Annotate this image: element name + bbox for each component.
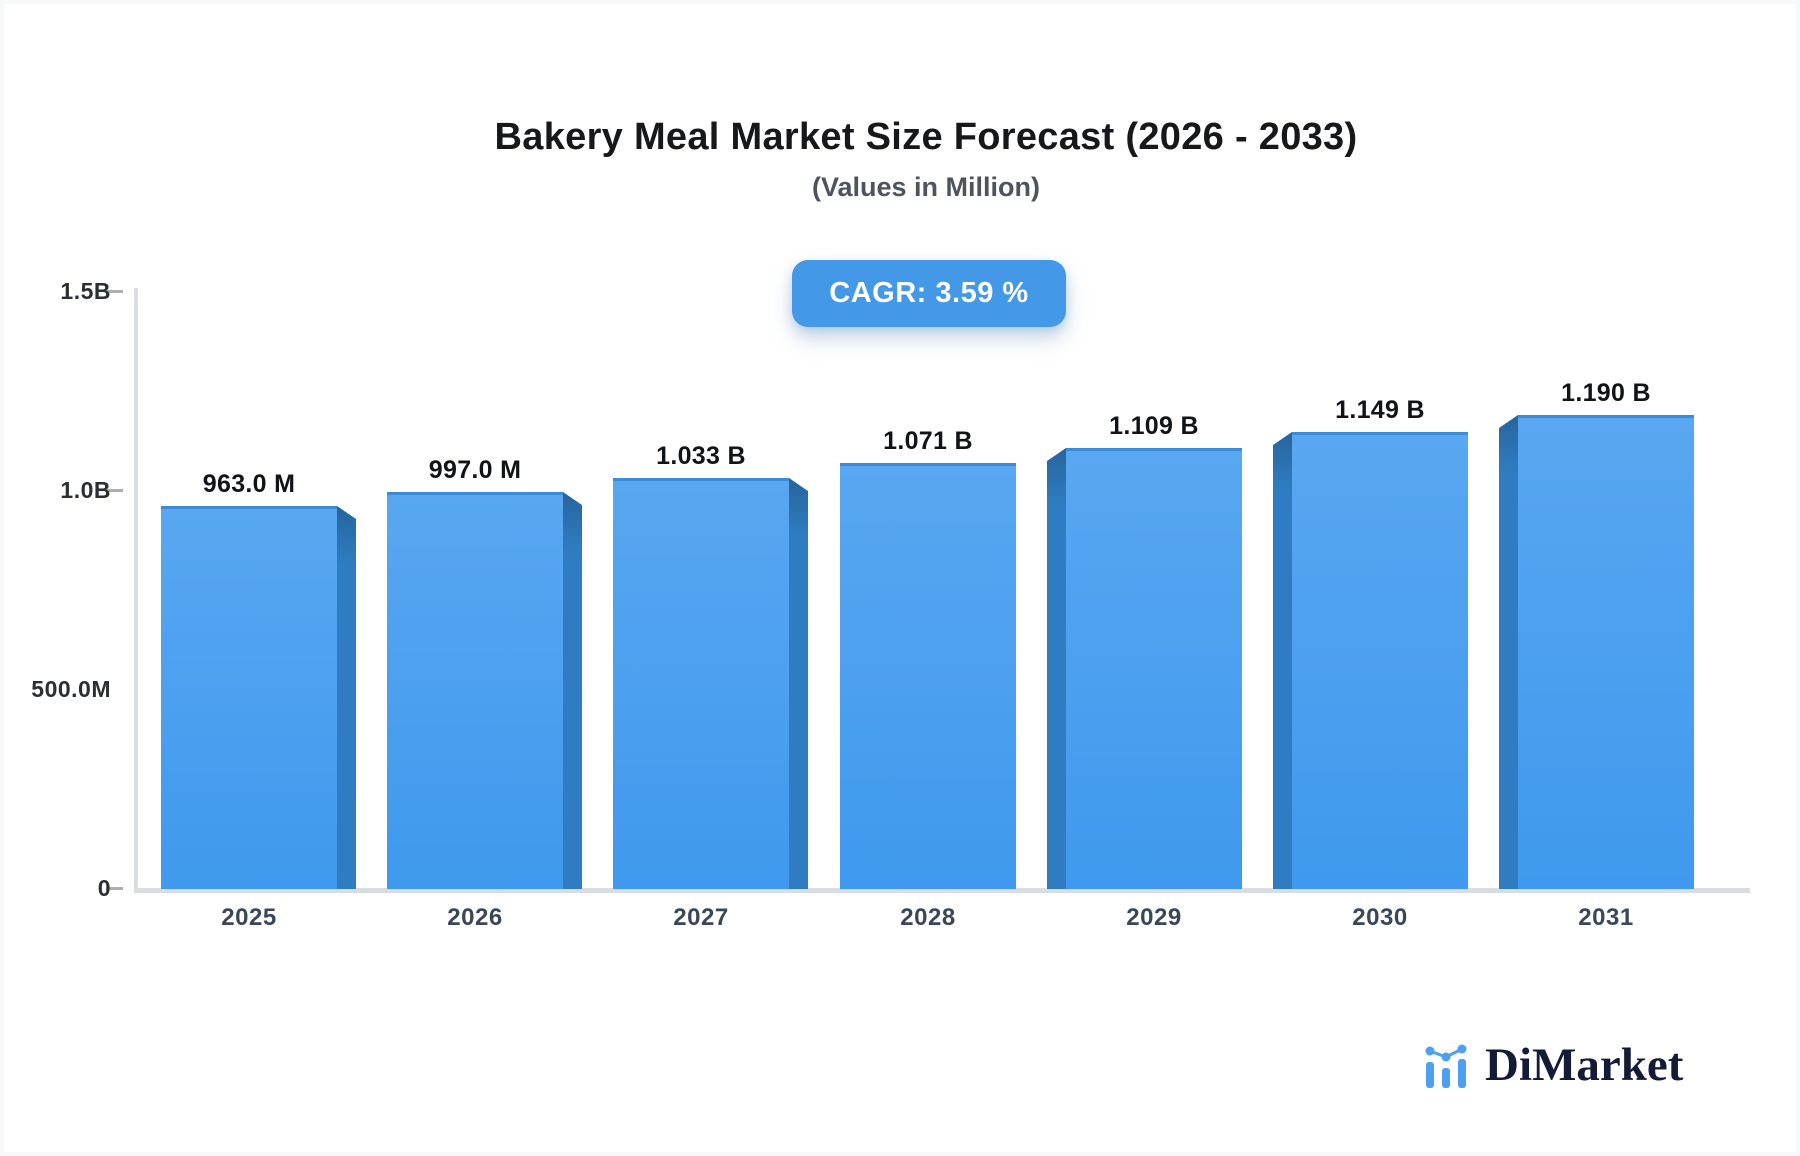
y-tick-dash: [106, 290, 123, 293]
bar-value-label: 1.033 B: [656, 442, 746, 470]
x-axis-label-2028: 2028: [900, 904, 956, 931]
x-axis-label-2030: 2030: [1352, 904, 1408, 931]
bar-value-label: 1.149 B: [1335, 396, 1425, 424]
x-axis-label-2027: 2027: [673, 904, 729, 931]
bar-2026[interactable]: [387, 492, 563, 889]
x-axis-label-2029: 2029: [1126, 904, 1182, 931]
y-tick-label: 1.5B: [60, 278, 111, 304]
cagr-label: CAGR: 3.59 %: [829, 277, 1029, 309]
y-tick-label: 500.0M: [31, 676, 111, 702]
cagr-badge: CAGR: 3.59 %: [792, 260, 1066, 327]
bar-side-2026: [563, 492, 582, 889]
bar-2027[interactable]: [613, 478, 789, 889]
bar-value-label: 963.0 M: [202, 470, 296, 498]
bar-2029[interactable]: [1066, 448, 1242, 889]
bar-side-2029: [1047, 448, 1066, 889]
bar-side-2027: [789, 478, 808, 889]
bar-2030[interactable]: [1292, 432, 1468, 889]
y-tick-label: 0: [97, 875, 111, 901]
y-tick-dash: [106, 489, 123, 492]
bar-side-2025: [337, 506, 356, 889]
plot-area: 0 500.0M 1.0B 1.5B 963.0 M 2025 997.0 M 2026 1.0…: [4, 4, 1796, 1152]
logo-text: DiMarket: [1485, 1039, 1684, 1091]
x-axis-line: [134, 888, 1750, 893]
chart-subtitle: (Values in Million): [811, 172, 1041, 202]
bar-value-label: 997.0 M: [428, 456, 522, 484]
bar-value-label: 1.071 B: [883, 427, 973, 455]
chart-title: Bakery Meal Market Size Forecast (2026 -…: [494, 116, 1358, 158]
bar-2025[interactable]: [161, 506, 337, 889]
bar-value-label: 1.109 B: [1109, 412, 1199, 440]
bar-2028[interactable]: [840, 463, 1016, 889]
x-axis-label-2025: 2025: [221, 904, 277, 931]
bar-2031[interactable]: [1518, 415, 1694, 889]
y-axis-line: [134, 288, 138, 893]
x-axis-label-2031: 2031: [1578, 904, 1634, 931]
bar-value-label: 1.190 B: [1561, 379, 1651, 407]
y-tick-dash: [106, 887, 123, 890]
y-tick-label: 1.0B: [60, 477, 111, 503]
bar-side-2031: [1499, 415, 1518, 889]
x-axis-label-2026: 2026: [447, 904, 503, 931]
bar-side-2030: [1273, 432, 1292, 889]
bar-chart-logo-icon: [1424, 1044, 1470, 1088]
dimarket-logo: DiMarket: [1424, 1042, 1683, 1089]
